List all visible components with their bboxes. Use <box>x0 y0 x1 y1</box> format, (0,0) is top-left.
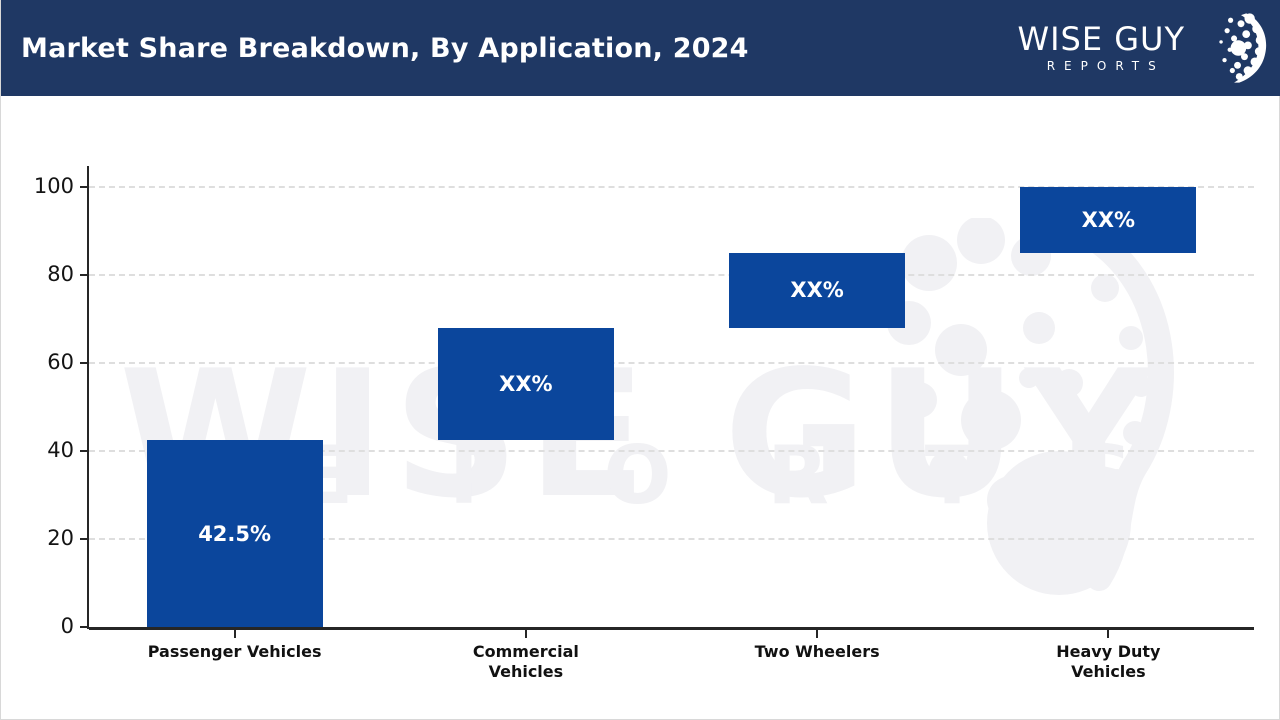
x-category-label: Heavy Duty Vehicles <box>978 642 1238 682</box>
y-tick-mark <box>80 186 89 188</box>
x-category-label-line: Heavy Duty <box>1056 642 1161 661</box>
wise-guy-reports-logo: WISE GUY REPORTS <box>1017 8 1267 88</box>
watermark-face-icon <box>887 218 1174 595</box>
gridline <box>89 362 1254 364</box>
logo-text: WISE GUY REPORTS <box>1017 23 1185 73</box>
x-category-label-line: Vehicles <box>488 662 564 681</box>
bar-value-label: XX% <box>499 371 553 396</box>
bar-value-label: XX% <box>1081 208 1136 232</box>
y-tick-mark <box>80 362 89 364</box>
bar: XX% <box>729 253 906 328</box>
bar: XX% <box>1020 187 1197 253</box>
y-tick-label: 40 <box>47 438 74 462</box>
y-tick-mark <box>80 626 89 628</box>
bar-value-label: 42.5% <box>198 521 272 546</box>
y-tick-label: 20 <box>47 526 74 550</box>
x-axis-spine <box>89 627 1254 630</box>
x-category-label: Two Wheelers <box>687 642 947 662</box>
y-tick-mark <box>80 538 89 540</box>
x-tick-mark <box>524 630 527 638</box>
y-tick-label: 100 <box>33 174 74 198</box>
x-category-label-line: Passenger Vehicles <box>147 642 322 661</box>
x-tick-mark <box>1107 630 1110 638</box>
bar-value-label: XX% <box>790 278 844 303</box>
y-axis-spine <box>87 166 89 629</box>
y-tick-label: 80 <box>47 262 74 286</box>
gridline <box>89 274 1254 276</box>
gridline <box>89 186 1254 188</box>
bar: 42.5% <box>146 440 323 627</box>
logo-subtitle: REPORTS <box>1046 58 1165 73</box>
logo-face-icon <box>1219 13 1267 83</box>
gridline <box>89 450 1254 452</box>
y-tick-mark <box>80 274 89 276</box>
gridline <box>89 538 1254 540</box>
y-tick-label: 0 <box>60 614 74 638</box>
x-tick-mark <box>816 630 819 638</box>
x-category-label: Passenger Vehicles <box>105 642 365 662</box>
x-tick-mark <box>233 630 236 638</box>
page-title: Market Share Breakdown, By Application, … <box>21 32 749 64</box>
y-tick-label: 60 <box>47 350 74 374</box>
bar: XX% <box>437 327 614 440</box>
header-bar: Market Share Breakdown, By Application, … <box>1 0 1280 96</box>
x-category-label-line: Vehicles <box>1071 662 1146 681</box>
x-category-label-line: Commercial <box>472 642 579 661</box>
y-tick-mark <box>80 450 89 452</box>
x-category-label: Commercial Vehicles <box>396 642 656 682</box>
logo-wordmark: WISE GUY <box>1017 20 1185 59</box>
x-category-label-line: Two Wheelers <box>754 642 880 661</box>
